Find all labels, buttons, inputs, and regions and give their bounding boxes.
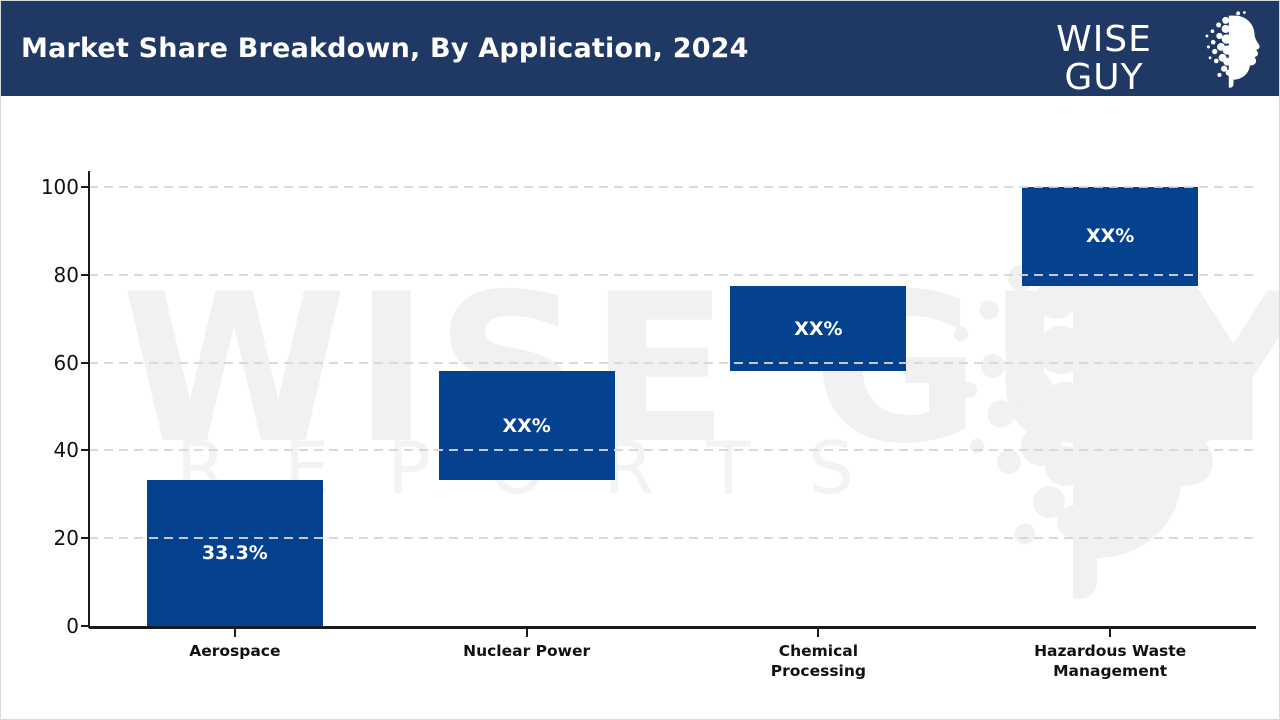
x-axis-tick-mark [1109, 629, 1112, 637]
bar-value-label: XX% [794, 317, 843, 340]
x-axis-tick-mark [817, 629, 820, 637]
bar-segment [146, 479, 323, 626]
y-axis-tick-label: 60 [53, 350, 79, 375]
y-axis-tick-label: 100 [40, 175, 79, 199]
bar-segment [438, 371, 615, 480]
x-axis-category-label: Nuclear Power [463, 642, 591, 660]
gridline-y60 [89, 361, 1256, 364]
gridline-y100 [89, 186, 1256, 188]
bar-value-label: 33.3% [201, 541, 268, 564]
gridline-y20 [89, 537, 1256, 540]
y-axis-line [88, 171, 90, 628]
y-axis-tick-label: 20 [53, 526, 79, 551]
y-axis-tick-mark [81, 273, 89, 276]
y-axis-tick-mark [81, 186, 89, 188]
x-axis-tick-mark [525, 629, 528, 637]
brand-logo-text: WISE GUY REPORTS [1013, 19, 1195, 115]
y-axis-tick-label: 0 [66, 614, 79, 638]
brand-name: WISE GUY [1056, 19, 1152, 98]
x-axis-line [89, 626, 1256, 629]
page-title: Market Share Breakdown, By Application, … [21, 33, 749, 64]
brand-subname: REPORTS [1045, 99, 1169, 114]
bar-value-label: XX% [1085, 225, 1135, 248]
header-bar: Market Share Breakdown, By Application, … [1, 1, 1279, 114]
dotted-head-profile-icon [1205, 11, 1260, 88]
bar-segment [730, 285, 907, 372]
y-axis-tick-label: 40 [53, 438, 79, 463]
y-axis-tick-mark [81, 625, 89, 627]
bar-value-label: XX% [502, 414, 551, 437]
gridline-y80 [89, 273, 1256, 276]
x-axis-category-label: Hazardous Waste Management [1034, 642, 1187, 680]
y-axis-tick-mark [81, 449, 89, 452]
gridline-y40 [89, 449, 1256, 452]
brand-logo: WISE GUY REPORTS [1013, 7, 1263, 114]
x-axis-tick-mark [233, 629, 236, 637]
x-axis-category-label: Aerospace [189, 642, 281, 660]
y-axis-tick-label: 80 [53, 262, 79, 287]
watermark-text-line1: WISE GUY [121, 251, 1280, 489]
x-axis-category-label: Chemical Processing [770, 642, 866, 680]
y-axis-tick-mark [81, 537, 89, 540]
y-axis-tick-mark [81, 361, 89, 364]
